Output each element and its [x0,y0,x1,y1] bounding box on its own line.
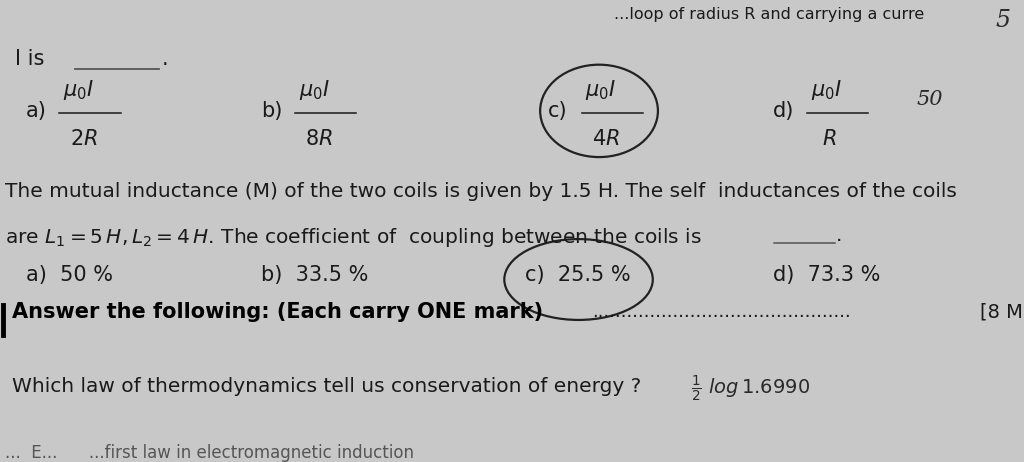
Text: ...loop of radius R and carrying a curre: ...loop of radius R and carrying a curre [614,7,925,22]
Text: c): c) [548,101,567,121]
Text: .: . [162,49,168,68]
Text: $\mu_0 I$: $\mu_0 I$ [63,78,94,102]
Text: .............................................: ........................................… [592,303,851,321]
Text: Which law of thermodynamics tell us conservation of energy ?: Which law of thermodynamics tell us cons… [12,377,642,395]
Text: ...  E...      ...first law in electromagnetic induction: ... E... ...first law in electromagnetic… [5,444,414,462]
Text: $8R$: $8R$ [305,128,333,149]
Text: The mutual inductance (M) of the two coils is given by 1.5 H. The self  inductan: The mutual inductance (M) of the two coi… [5,182,957,201]
Text: b)  33.5 %: b) 33.5 % [261,265,369,285]
Text: a)  50 %: a) 50 % [26,265,113,285]
Text: are $L_1 = 5\,H, L_2 = 4\,H$. The coefficient of  coupling between the coils is: are $L_1 = 5\,H, L_2 = 4\,H$. The coeffi… [5,226,701,249]
Text: $\mu_0 I$: $\mu_0 I$ [811,78,842,102]
Text: a): a) [26,101,46,121]
Text: $4R$: $4R$ [592,128,620,149]
Text: c)  25.5 %: c) 25.5 % [525,265,631,285]
Text: $R$: $R$ [822,128,837,149]
Text: $2R$: $2R$ [70,128,97,149]
Text: $\frac{1}{2}$ $log\,1.6990$: $\frac{1}{2}$ $log\,1.6990$ [691,374,810,404]
Text: Answer the following: (Each carry ONE mark): Answer the following: (Each carry ONE ma… [12,302,544,322]
Text: $\mu_0 I$: $\mu_0 I$ [299,78,330,102]
Text: 5: 5 [995,9,1011,32]
Text: .: . [836,226,842,245]
Text: I is: I is [15,49,45,68]
Text: d): d) [773,101,795,121]
Text: [8 M]: [8 M] [980,302,1024,322]
Text: 50: 50 [916,90,943,109]
Text: $\mu_0 I$: $\mu_0 I$ [585,78,615,102]
Text: d)  73.3 %: d) 73.3 % [773,265,881,285]
Text: b): b) [261,101,283,121]
